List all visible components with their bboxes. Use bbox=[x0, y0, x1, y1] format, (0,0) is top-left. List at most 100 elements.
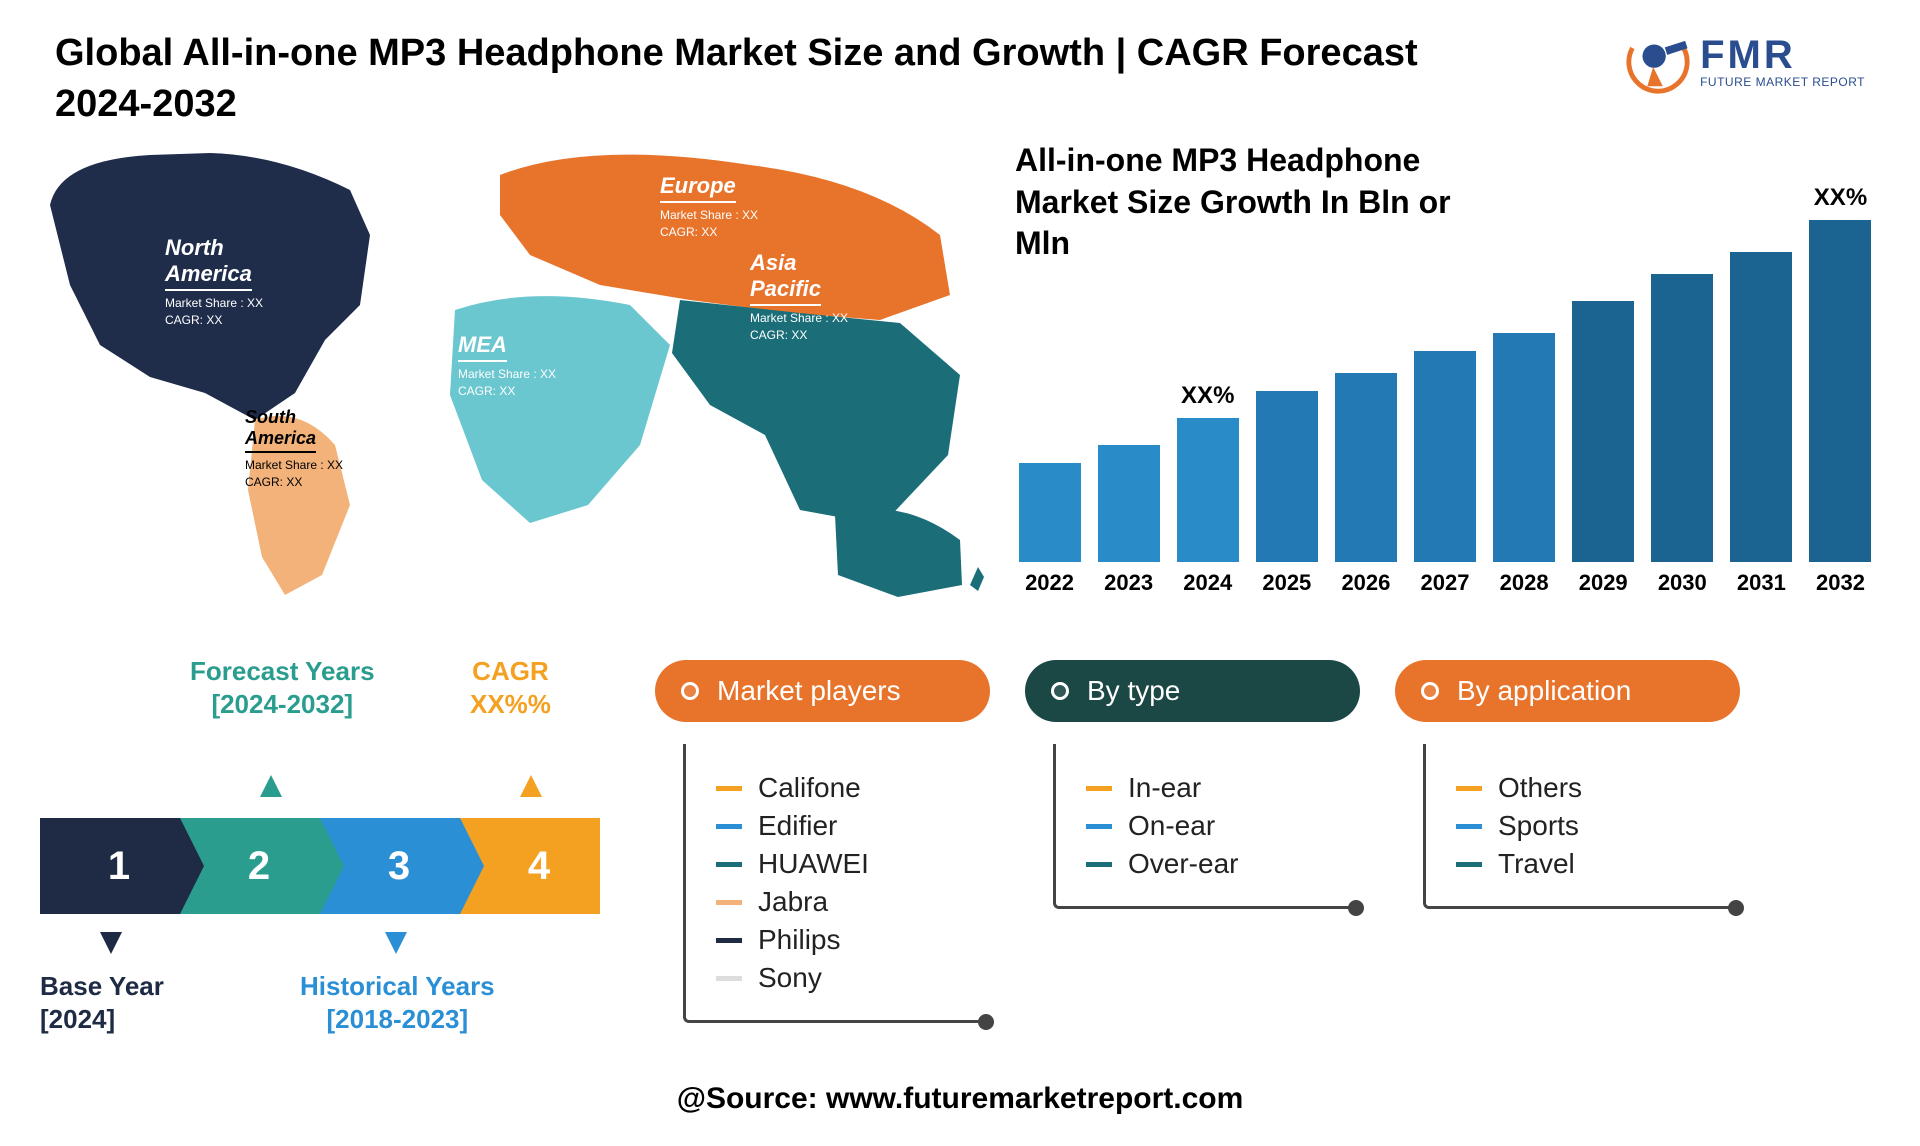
growth-bar-chart: All-in-one MP3 Headphone Market Size Gro… bbox=[1015, 140, 1875, 600]
arrow-down-icon bbox=[100, 932, 122, 954]
list-item-label: Others bbox=[1498, 772, 1582, 804]
list-item: Over-ear bbox=[1086, 848, 1350, 880]
timeline-forecast-label: Forecast Years[2024-2032] bbox=[190, 655, 375, 720]
bar-2030: 2030 bbox=[1648, 274, 1717, 562]
bar-2025: 2025 bbox=[1252, 391, 1321, 562]
bar-year-label: 2025 bbox=[1262, 570, 1311, 596]
bar-year-label: 2027 bbox=[1421, 570, 1470, 596]
source-attribution: @Source: www.futuremarketreport.com bbox=[0, 1082, 1920, 1116]
arrow-up-icon bbox=[260, 775, 282, 797]
bar-2026: 2026 bbox=[1331, 373, 1400, 562]
bar-rect bbox=[1256, 391, 1318, 562]
timeline-cagr-label: CAGRXX%% bbox=[470, 655, 551, 720]
bar-rect bbox=[1809, 220, 1871, 562]
list-item-label: Edifier bbox=[758, 810, 837, 842]
pill-label: Market players bbox=[717, 675, 901, 707]
bar-year-label: 2024 bbox=[1183, 570, 1232, 596]
category-by-application: By application Others Sports Travel bbox=[1395, 660, 1740, 909]
list-market-players: Califone Edifier HUAWEI Jabra Philips Sony bbox=[716, 772, 980, 994]
dash-icon bbox=[1086, 824, 1112, 829]
dash-icon bbox=[716, 900, 742, 905]
pill-by-application: By application bbox=[1395, 660, 1740, 722]
page-title: Global All-in-one MP3 Headphone Market S… bbox=[55, 28, 1455, 131]
pill-market-players: Market players bbox=[655, 660, 990, 722]
arrow-up-icon bbox=[520, 775, 542, 797]
pill-by-type: By type bbox=[1025, 660, 1360, 722]
bar-2024: 2024XX% bbox=[1173, 418, 1242, 562]
list-item: Philips bbox=[716, 924, 980, 956]
dot-icon bbox=[1421, 682, 1439, 700]
dash-icon bbox=[716, 976, 742, 981]
header: Global All-in-one MP3 Headphone Market S… bbox=[55, 28, 1865, 131]
dash-icon bbox=[716, 824, 742, 829]
dash-icon bbox=[716, 786, 742, 791]
pill-label: By type bbox=[1087, 675, 1180, 707]
map-label-na: NorthAmericaMarket Share : XXCAGR: XX bbox=[165, 235, 263, 329]
bar-2028: 2028 bbox=[1490, 333, 1559, 563]
dash-icon bbox=[1086, 786, 1112, 791]
list-item-label: Sports bbox=[1498, 810, 1579, 842]
bar-2023: 2023 bbox=[1094, 445, 1163, 562]
chart-callout: XX% bbox=[1181, 382, 1234, 410]
list-item-label: On-ear bbox=[1128, 810, 1215, 842]
bar-rect bbox=[1177, 418, 1239, 562]
logo-text-sub: FUTURE MARKET REPORT bbox=[1700, 75, 1865, 89]
list-item: Califone bbox=[716, 772, 980, 804]
list-item-label: Philips bbox=[758, 924, 840, 956]
timeline-track: 1 2 3 4 bbox=[40, 818, 600, 914]
dash-icon bbox=[716, 862, 742, 867]
list-item-label: Travel bbox=[1498, 848, 1575, 880]
list-item: Sports bbox=[1456, 810, 1730, 842]
map-label-eu: EuropeMarket Share : XXCAGR: XX bbox=[660, 173, 758, 241]
fmr-logo-icon bbox=[1624, 28, 1692, 96]
bar-year-label: 2032 bbox=[1816, 570, 1865, 596]
chart-bars: 202220232024XX%2025202620272028202920302… bbox=[1015, 182, 1875, 562]
bar-year-label: 2026 bbox=[1341, 570, 1390, 596]
timeline-seg-1: 1 bbox=[40, 818, 180, 914]
bar-rect bbox=[1651, 274, 1713, 562]
category-by-type: By type In-ear On-ear Over-ear bbox=[1025, 660, 1360, 909]
list-item-label: Sony bbox=[758, 962, 822, 994]
dash-icon bbox=[1086, 862, 1112, 867]
map-label-mea: MEAMarket Share : XXCAGR: XX bbox=[458, 332, 556, 400]
list-by-type: In-ear On-ear Over-ear bbox=[1086, 772, 1350, 880]
dash-icon bbox=[716, 938, 742, 943]
bar-year-label: 2029 bbox=[1579, 570, 1628, 596]
bar-rect bbox=[1572, 301, 1634, 562]
list-item: In-ear bbox=[1086, 772, 1350, 804]
list-item: HUAWEI bbox=[716, 848, 980, 880]
pill-label: By application bbox=[1457, 675, 1631, 707]
list-item: Edifier bbox=[716, 810, 980, 842]
bar-rect bbox=[1414, 351, 1476, 563]
bar-2027: 2027 bbox=[1410, 351, 1479, 563]
timeline-base-label: Base Year[2024] bbox=[40, 970, 164, 1035]
bar-2032: 2032XX% bbox=[1806, 220, 1875, 562]
bar-year-label: 2031 bbox=[1737, 570, 1786, 596]
map-region-nz bbox=[970, 567, 984, 591]
bar-rect bbox=[1098, 445, 1160, 562]
bar-2029: 2029 bbox=[1569, 301, 1638, 562]
dash-icon bbox=[1456, 786, 1482, 791]
timeline: Forecast Years[2024-2032] CAGRXX%% 1 2 3… bbox=[40, 640, 600, 1075]
map-label-sa: SouthAmericaMarket Share : XXCAGR: XX bbox=[245, 407, 343, 491]
dash-icon bbox=[1456, 824, 1482, 829]
bar-2031: 2031 bbox=[1727, 252, 1796, 563]
list-item: Sony bbox=[716, 962, 980, 994]
list-item-label: Over-ear bbox=[1128, 848, 1238, 880]
bar-year-label: 2028 bbox=[1500, 570, 1549, 596]
list-item: Jabra bbox=[716, 886, 980, 918]
list-item-label: In-ear bbox=[1128, 772, 1201, 804]
dot-icon bbox=[681, 682, 699, 700]
map-region-mea bbox=[450, 296, 670, 523]
bar-2022: 2022 bbox=[1015, 463, 1084, 562]
list-item: On-ear bbox=[1086, 810, 1350, 842]
bar-rect bbox=[1730, 252, 1792, 563]
list-item: Others bbox=[1456, 772, 1730, 804]
list-item-label: HUAWEI bbox=[758, 848, 869, 880]
bar-year-label: 2030 bbox=[1658, 570, 1707, 596]
list-item-label: Califone bbox=[758, 772, 861, 804]
logo-text-main: FMR bbox=[1700, 35, 1865, 75]
world-map: NorthAmericaMarket Share : XXCAGR: XX Sou… bbox=[30, 145, 985, 600]
bar-rect bbox=[1493, 333, 1555, 563]
map-label-ap: AsiaPacificMarket Share : XXCAGR: XX bbox=[750, 250, 848, 344]
